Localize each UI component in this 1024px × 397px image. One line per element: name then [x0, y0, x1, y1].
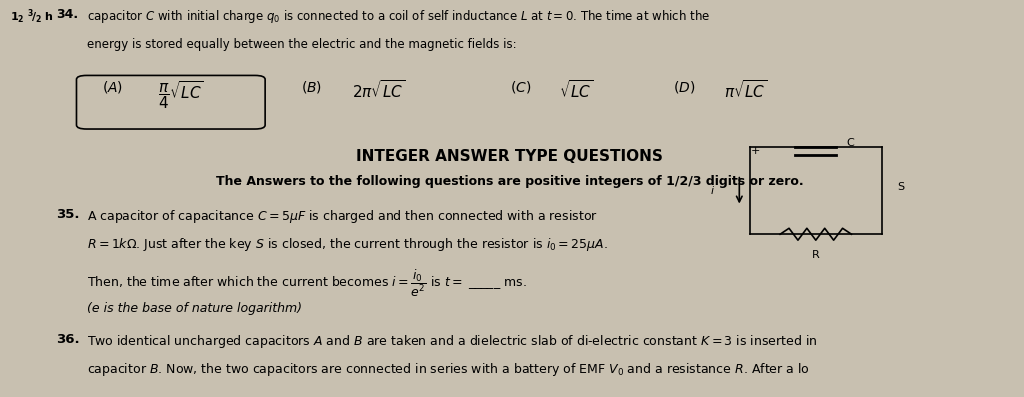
Text: $\mathbf{1_2\ ^3\!/_2\ h}$: $\mathbf{1_2\ ^3\!/_2\ h}$	[10, 8, 54, 26]
Text: C: C	[847, 138, 854, 148]
Text: energy is stored equally between the electric and the magnetic fields is:: energy is stored equally between the ele…	[87, 38, 516, 51]
Text: $(B)$: $(B)$	[301, 79, 322, 95]
Text: $\dfrac{\pi}{4}\sqrt{LC}$: $\dfrac{\pi}{4}\sqrt{LC}$	[158, 79, 204, 111]
Text: $(A)$: $(A)$	[102, 79, 123, 95]
Text: R: R	[812, 250, 819, 260]
Text: 36.: 36.	[56, 333, 80, 347]
Text: $(D)$: $(D)$	[673, 79, 695, 95]
Text: $\pi\sqrt{LC}$: $\pi\sqrt{LC}$	[724, 79, 768, 101]
Text: (e is the base of nature logarithm): (e is the base of nature logarithm)	[87, 302, 302, 315]
Text: INTEGER ANSWER TYPE QUESTIONS: INTEGER ANSWER TYPE QUESTIONS	[356, 149, 664, 164]
Text: i: i	[711, 185, 714, 196]
Text: S: S	[897, 181, 904, 192]
Text: $\sqrt{LC}$: $\sqrt{LC}$	[559, 79, 593, 101]
Text: $(C)$: $(C)$	[510, 79, 531, 95]
Text: Then, the time after which the current becomes $i = \dfrac{i_0}{e^2}$ is $t =$ _: Then, the time after which the current b…	[87, 268, 526, 299]
Text: $R = 1k\Omega$. Just after the key $S$ is closed, the current through the resist: $R = 1k\Omega$. Just after the key $S$ i…	[87, 236, 607, 253]
Text: The Answers to the following questions are positive integers of 1/2/3 digits or : The Answers to the following questions a…	[216, 175, 804, 188]
Text: capacitor $B$. Now, the two capacitors are connected in series with a battery of: capacitor $B$. Now, the two capacitors a…	[87, 361, 810, 378]
Text: 34.: 34.	[56, 8, 78, 21]
Text: +: +	[751, 146, 760, 156]
Text: $2\pi\sqrt{LC}$: $2\pi\sqrt{LC}$	[352, 79, 406, 101]
Text: capacitor $C$ with initial charge $q_0$ is connected to a coil of self inductanc: capacitor $C$ with initial charge $q_0$ …	[87, 8, 710, 25]
Text: A capacitor of capacitance $C = 5\mu F$ is charged and then connected with a res: A capacitor of capacitance $C = 5\mu F$ …	[87, 208, 598, 225]
Text: Two identical uncharged capacitors $A$ and $B$ are taken and a dielectric slab o: Two identical uncharged capacitors $A$ a…	[87, 333, 817, 351]
Text: 35.: 35.	[56, 208, 80, 222]
